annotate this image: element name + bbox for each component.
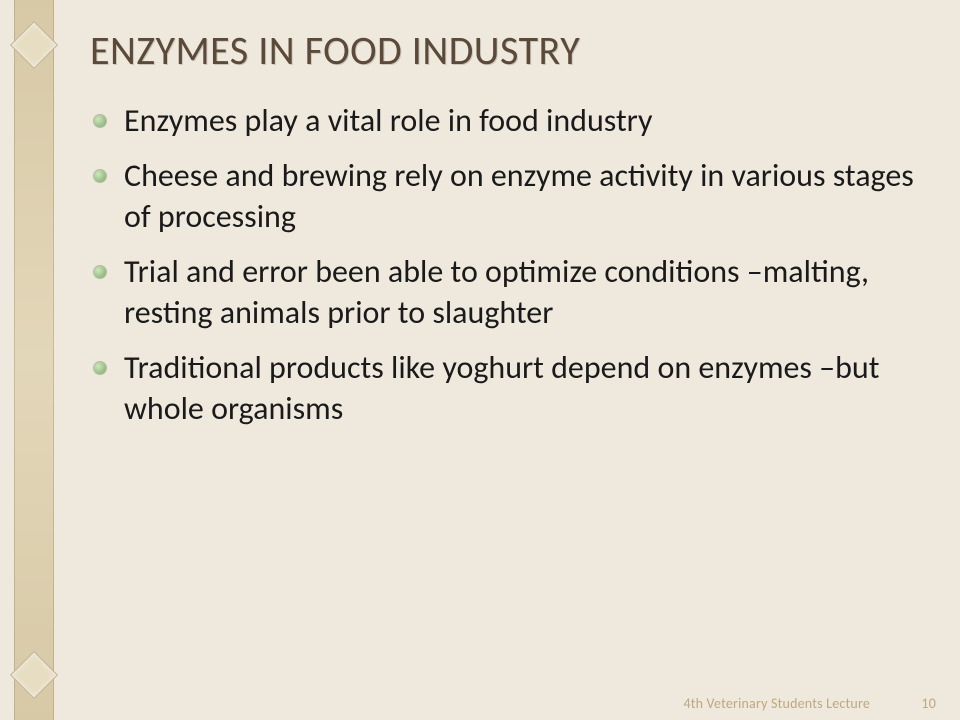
bullet-item: Trial and error been able to optimize co… [90, 252, 926, 334]
bullet-item: Traditional products like yoghurt depend… [90, 348, 926, 430]
decorative-left-rail [14, 0, 54, 720]
bullet-item: Cheese and brewing rely on enzyme activi… [90, 156, 926, 238]
slide-footer: 4th Veterinary Students Lecture 10 [683, 695, 936, 712]
footer-text: 4th Veterinary Students Lecture [683, 695, 870, 712]
slide-title: ENZYMES IN FOOD INDUSTRY [90, 26, 936, 75]
bullet-list: Enzymes play a vital role in food indust… [90, 101, 926, 430]
slide-content: ENZYMES IN FOOD INDUSTRY Enzymes play a … [70, 18, 936, 696]
bullet-item: Enzymes play a vital role in food indust… [90, 101, 926, 142]
page-number: 10 [921, 695, 936, 712]
